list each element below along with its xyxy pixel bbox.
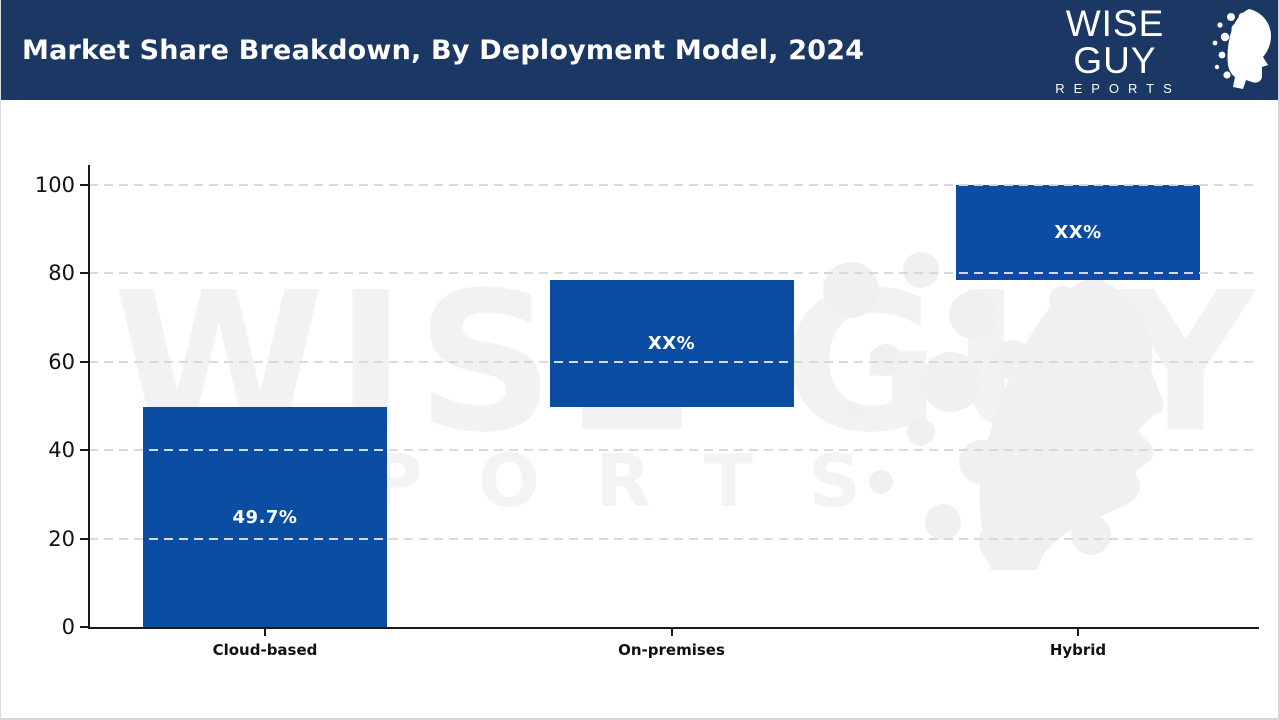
bar-label: XX%	[647, 333, 696, 355]
header: Market Share Breakdown, By Deployment Mo…	[1, 0, 1278, 100]
bar-cloud-based: 49.7%	[143, 407, 387, 627]
gridline-60	[89, 360, 1259, 363]
logo-wordmark: WISE GUY	[1065, 3, 1165, 81]
x-tick-mark	[264, 629, 266, 636]
y-axis-line	[88, 165, 90, 629]
gridline-100	[89, 184, 1259, 186]
y-tick-label-20: 20	[48, 526, 75, 551]
gridline-40	[89, 449, 1259, 452]
y-tick-mark	[80, 449, 88, 452]
x-tick-label-on-premises: On-premises	[618, 641, 725, 659]
wise-guy-logo: WISE GUY REPORTS	[1023, 5, 1273, 95]
bar-label: XX%	[1054, 222, 1102, 243]
logo-head-icon	[1212, 9, 1271, 89]
watermark-head-dots	[823, 252, 1164, 570]
y-tick-mark	[80, 360, 88, 363]
logo-text: WISE GUY REPORTS	[1023, 5, 1207, 95]
page-title: Market Share Breakdown, By Deployment Mo…	[22, 34, 865, 66]
logo-subtitle: REPORTS	[1055, 81, 1181, 96]
gridline-20	[89, 537, 1259, 540]
y-tick-label-0: 0	[61, 615, 75, 639]
x-tick-mark	[670, 629, 673, 636]
y-tick-mark	[80, 272, 88, 275]
y-tick-mark	[80, 626, 88, 628]
bar-hybrid: XX%	[956, 185, 1200, 281]
x-tick-label-cloud-based: Cloud-based	[212, 641, 318, 659]
x-tick-mark	[1077, 629, 1079, 636]
x-tick-label-hybrid: Hybrid	[1049, 641, 1107, 659]
y-tick-label-40: 40	[48, 438, 75, 463]
y-tick-mark	[80, 537, 88, 540]
gridline-80	[89, 272, 1259, 275]
y-tick-label-60: 60	[48, 349, 75, 374]
chart-area: WISE GUY REPORTS 49.7% XX% XX% 0 20	[1, 100, 1278, 718]
x-axis-line	[88, 627, 1259, 629]
bar-label: 49.7%	[232, 506, 298, 528]
bar-on-premises: XX%	[549, 280, 794, 408]
y-tick-label-80: 80	[48, 261, 75, 286]
y-tick-mark	[80, 184, 88, 186]
y-tick-label-100: 100	[34, 173, 75, 197]
